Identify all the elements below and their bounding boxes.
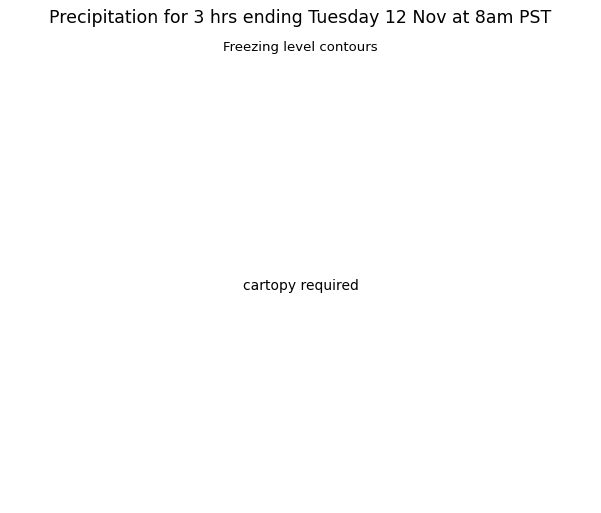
Text: cartopy required: cartopy required xyxy=(243,279,358,293)
Text: Precipitation for 3 hrs ending Tuesday 12 Nov at 8am PST: Precipitation for 3 hrs ending Tuesday 1… xyxy=(49,9,552,27)
Text: Freezing level contours: Freezing level contours xyxy=(223,41,378,54)
